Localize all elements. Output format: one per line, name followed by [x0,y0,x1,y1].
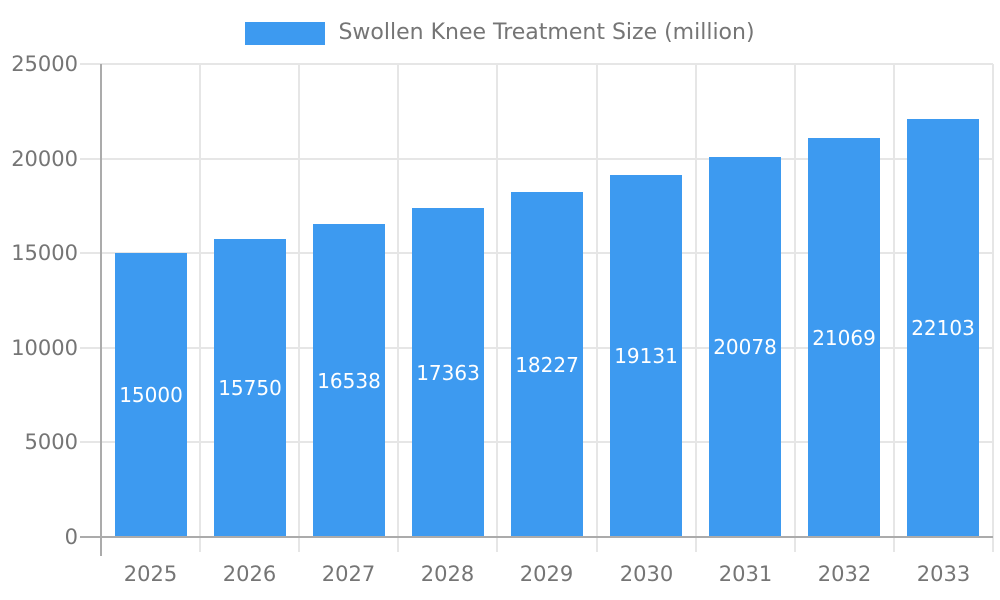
bar-2033[interactable] [907,119,979,537]
x-axis-tick-label: 2026 [222,562,277,586]
bar-2030[interactable] [610,175,682,537]
gridline-horizontal [80,63,993,65]
x-axis-tick-label: 2033 [916,562,971,586]
x-axis-tick-label: 2029 [519,562,574,586]
x-axis-tick-label: 2028 [420,562,475,586]
gridline-vertical [794,64,796,552]
legend: Swollen Knee Treatment Size (million) [0,15,1000,51]
gridline-vertical [199,64,201,552]
y-axis-tick-label: 20000 [11,147,78,171]
y-axis-tick-label: 25000 [11,52,78,76]
y-axis-tick-label: 10000 [11,336,78,360]
x-axis-tick-label: 2027 [321,562,376,586]
gridline-vertical [992,64,994,552]
y-axis-tick-label: 15000 [11,241,78,265]
y-axis-line [100,64,102,556]
gridline-vertical [496,64,498,552]
bar-2031[interactable] [709,157,781,537]
bar-2028[interactable] [412,208,484,537]
gridline-vertical [893,64,895,552]
x-axis-tick-label: 2025 [123,562,178,586]
legend-color-swatch [245,21,326,45]
gridline-vertical [695,64,697,552]
gridline-vertical [596,64,598,552]
bar-2032[interactable] [808,138,880,537]
bar-2025[interactable] [115,253,187,537]
x-axis-tick-label: 2030 [619,562,674,586]
x-axis-tick-label: 2031 [718,562,773,586]
gridline-vertical [397,64,399,552]
bar-2029[interactable] [511,192,583,537]
y-axis-tick-label: 0 [64,525,78,549]
bar-2026[interactable] [214,239,286,537]
gridline-horizontal [80,158,993,160]
y-axis-tick-label: 5000 [24,430,78,454]
gridline-vertical [298,64,300,552]
legend-item[interactable]: Swollen Knee Treatment Size (million) [245,20,755,46]
x-axis-tick-label: 2032 [817,562,872,586]
legend-label: Swollen Knee Treatment Size (million) [338,20,755,45]
bar-2027[interactable] [313,224,385,537]
x-axis-line [80,536,993,538]
